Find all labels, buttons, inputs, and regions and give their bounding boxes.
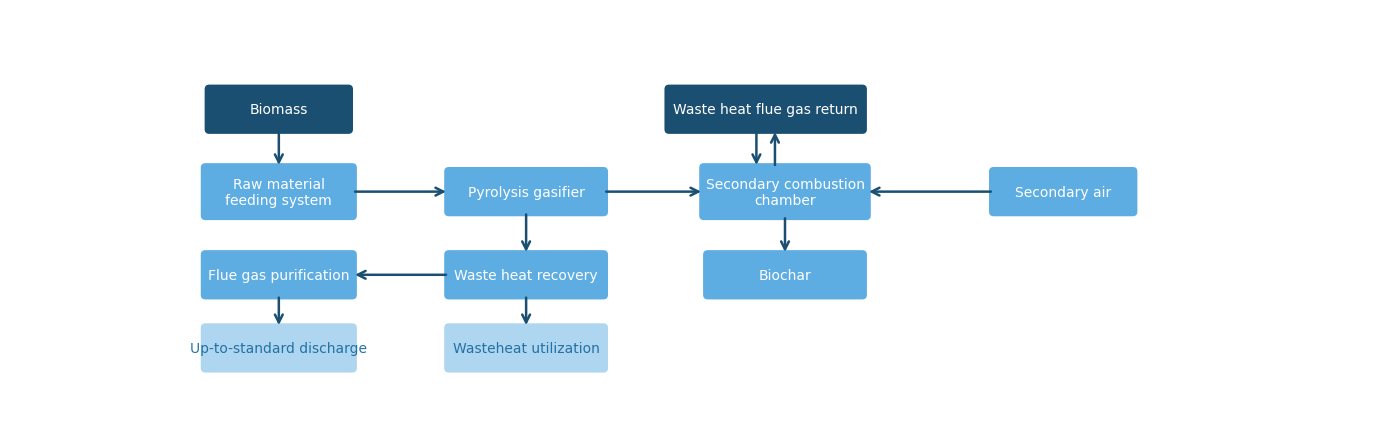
Text: Waste heat flue gas return: Waste heat flue gas return: [673, 103, 859, 117]
FancyBboxPatch shape: [988, 168, 1138, 217]
Text: Biochar: Biochar: [758, 268, 811, 282]
FancyBboxPatch shape: [444, 168, 609, 217]
Text: Waste heat recovery: Waste heat recovery: [454, 268, 597, 282]
FancyBboxPatch shape: [664, 86, 867, 135]
Text: Raw material
feeding system: Raw material feeding system: [225, 177, 332, 207]
Text: Wasteheat utilization: Wasteheat utilization: [452, 341, 599, 355]
FancyBboxPatch shape: [201, 164, 357, 221]
Text: Pyrolysis gasifier: Pyrolysis gasifier: [468, 185, 585, 199]
FancyBboxPatch shape: [205, 86, 353, 135]
FancyBboxPatch shape: [201, 323, 357, 373]
FancyBboxPatch shape: [201, 251, 357, 300]
Text: Biomass: Biomass: [250, 103, 309, 117]
FancyBboxPatch shape: [444, 251, 609, 300]
FancyBboxPatch shape: [699, 164, 871, 221]
FancyBboxPatch shape: [444, 323, 609, 373]
Text: Up-to-standard discharge: Up-to-standard discharge: [190, 341, 367, 355]
Text: Secondary combustion
chamber: Secondary combustion chamber: [705, 177, 864, 207]
Text: Secondary air: Secondary air: [1015, 185, 1111, 199]
FancyBboxPatch shape: [704, 251, 867, 300]
Text: Flue gas purification: Flue gas purification: [208, 268, 349, 282]
